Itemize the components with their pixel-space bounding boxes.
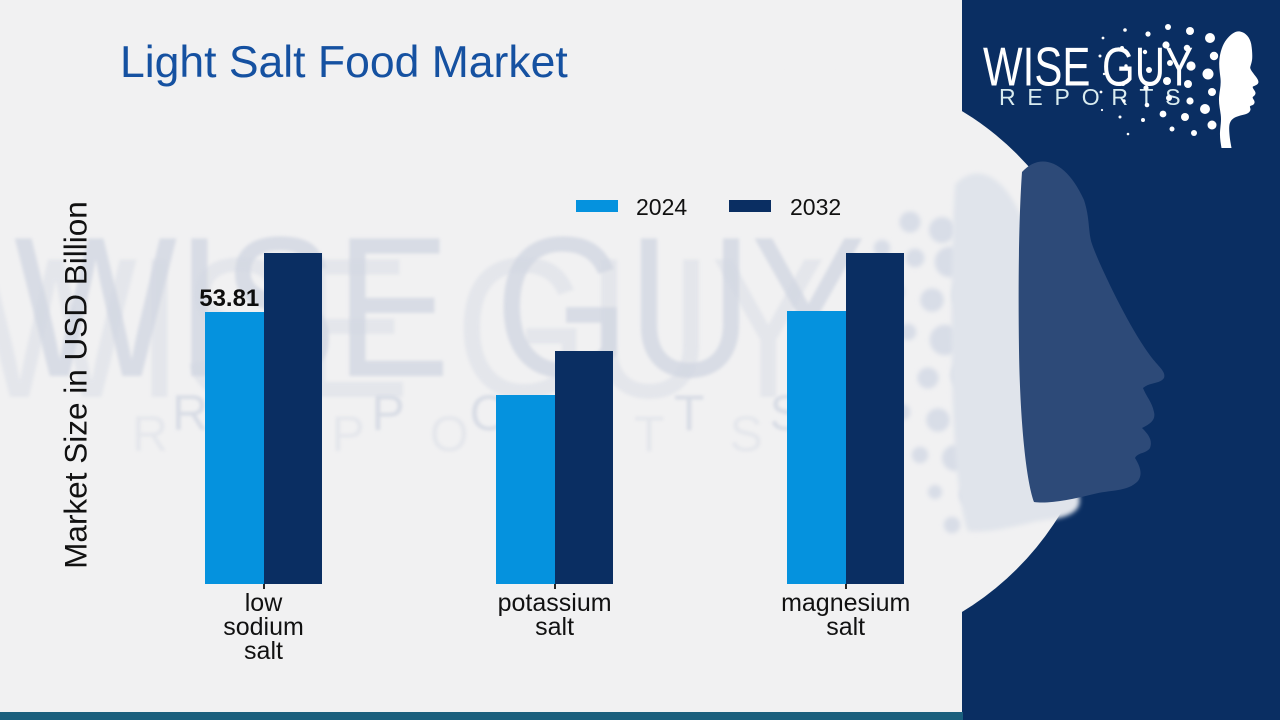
bar-2024-low-sodium-salt: [205, 312, 264, 584]
bar-2032-magnesium-salt: [845, 253, 905, 584]
brand-logo: WISE GUY REPORTS: [983, 24, 1259, 148]
x-tick-label: magnesium salt: [781, 589, 911, 641]
legend-label-2024: 2024: [636, 194, 688, 220]
x-tick: [553, 584, 556, 589]
face-silhouette: [1018, 161, 1165, 503]
bar-2032-potassium-salt: [554, 350, 614, 584]
bar-2024-magnesium-salt: [787, 311, 846, 584]
bar-value-label: 53.81: [199, 284, 260, 312]
logo-wiseguy-text: WISE GUY: [983, 37, 1193, 98]
x-tick: [844, 584, 847, 589]
x-tick: [262, 584, 265, 589]
bottom-bar: [0, 712, 963, 720]
legend-swatch-2024: [576, 200, 618, 212]
chart-title: Light Salt Food Market: [120, 38, 568, 87]
y-axis-label: Market Size in USD Billion: [57, 201, 94, 569]
x-tick-label: low sodium salt: [223, 589, 304, 665]
logo-reports-text: REPORTS: [999, 84, 1192, 110]
bar-2032-low-sodium-salt: [263, 253, 322, 584]
legend-label-2032: 2032: [790, 194, 842, 220]
legend-swatch-2032: [729, 200, 771, 212]
bar-2024-potassium-salt: [496, 394, 555, 584]
x-tick-label: potassium salt: [497, 589, 612, 641]
